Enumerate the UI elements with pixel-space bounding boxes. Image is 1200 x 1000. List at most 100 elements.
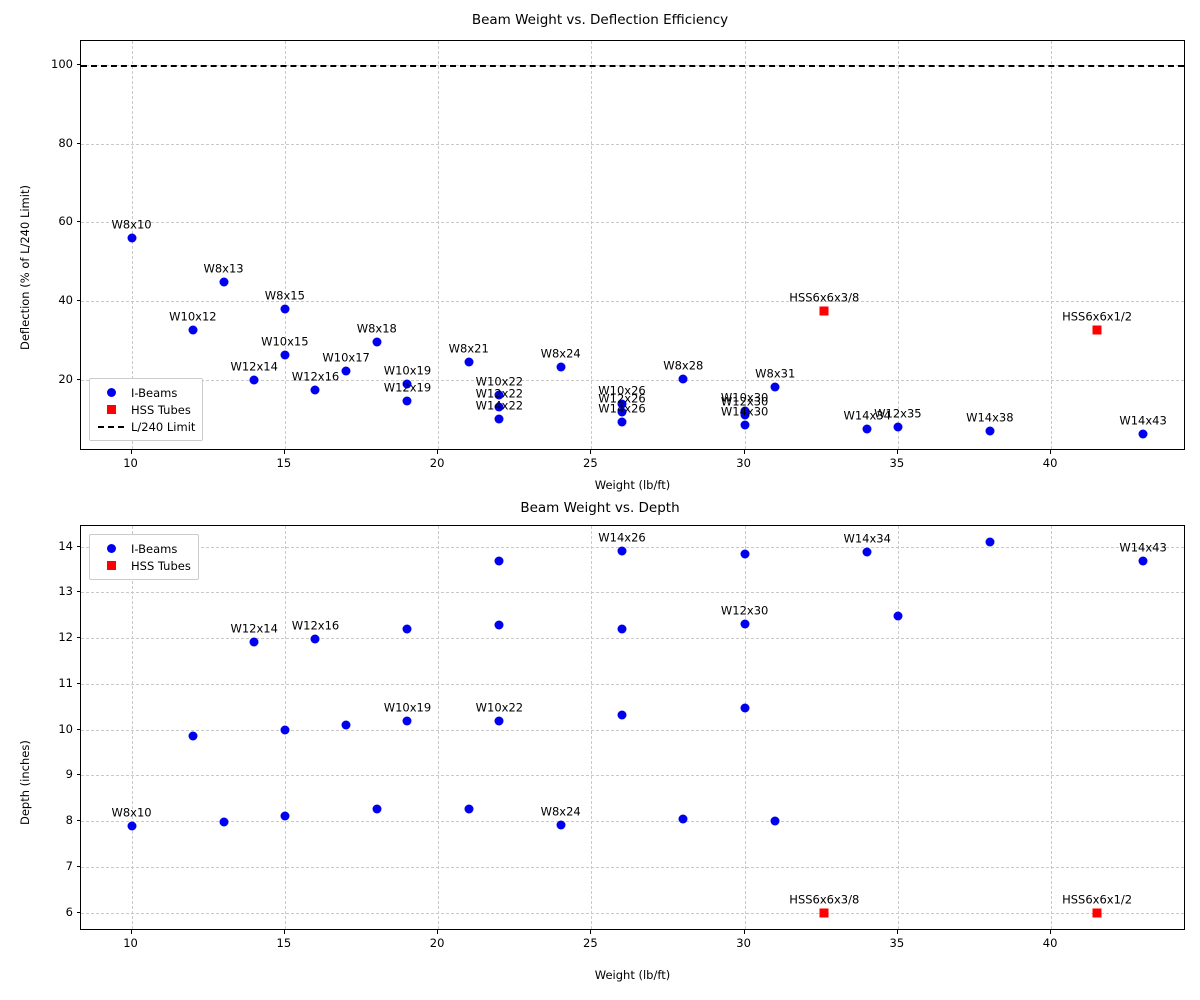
chart-legend[interactable]: I-Beams HSS Tubes L/240 Limit — [89, 378, 204, 441]
chart-legend[interactable]: I-Beams HSS Tubes — [89, 534, 199, 580]
data-point-ibeam[interactable] — [617, 407, 627, 417]
y-axis-label-deflection: Deflection (% of L/240 Limit) — [18, 185, 32, 350]
x-tick-mark — [130, 930, 132, 934]
data-point-ibeam[interactable] — [678, 814, 688, 824]
data-point-ibeam[interactable] — [494, 390, 504, 400]
data-point-ibeam[interactable] — [372, 337, 382, 347]
gridline-horizontal — [81, 821, 1184, 823]
data-point-ibeam[interactable] — [678, 374, 688, 384]
data-point-ibeam[interactable] — [280, 304, 290, 314]
data-point-label: W14x26 — [598, 530, 646, 545]
data-point-ibeam[interactable] — [494, 556, 504, 566]
data-point-ibeam[interactable] — [188, 325, 198, 335]
gridline-horizontal — [81, 546, 1184, 548]
legend-item[interactable]: I-Beams — [96, 540, 191, 557]
data-point-ibeam[interactable] — [494, 620, 504, 630]
y-tick-mark — [76, 379, 80, 381]
x-tick-mark — [437, 930, 439, 934]
data-point-ibeam[interactable] — [464, 357, 474, 367]
data-point-ibeam[interactable] — [402, 624, 412, 634]
legend-key — [96, 544, 126, 553]
legend-square-icon — [106, 561, 116, 570]
y-tick-mark — [76, 911, 80, 913]
data-point-ibeam[interactable] — [556, 362, 566, 372]
data-point-ibeam[interactable] — [127, 821, 137, 831]
legend-key — [96, 561, 126, 570]
data-point-ibeam[interactable] — [402, 396, 412, 406]
data-point-ibeam[interactable] — [893, 422, 903, 432]
x-tick-mark — [896, 450, 898, 454]
data-point-ibeam[interactable] — [556, 820, 566, 830]
data-point-ibeam[interactable] — [740, 549, 750, 559]
data-point-ibeam[interactable] — [249, 637, 259, 647]
data-point-ibeam[interactable] — [740, 703, 750, 713]
data-point-label: W10x17 — [322, 350, 370, 365]
legend-item[interactable]: I-Beams — [96, 384, 195, 401]
data-point-ibeam[interactable] — [617, 417, 627, 427]
data-point-ibeam[interactable] — [862, 424, 872, 434]
legend-item[interactable]: L/240 Limit — [96, 418, 195, 435]
data-point-ibeam[interactable] — [617, 546, 627, 556]
legend-item[interactable]: HSS Tubes — [96, 557, 191, 574]
data-point-ibeam[interactable] — [1138, 556, 1148, 566]
data-point-hss[interactable] — [819, 306, 829, 316]
y-tick-label: 8 — [65, 813, 73, 828]
data-point-ibeam[interactable] — [740, 420, 750, 430]
data-point-ibeam[interactable] — [617, 710, 627, 720]
data-point-hss[interactable] — [1092, 325, 1102, 335]
x-tick-mark — [743, 450, 745, 454]
y-tick-mark — [76, 774, 80, 776]
data-point-label: W14x34 — [843, 408, 891, 423]
data-point-label: W14x22 — [475, 398, 524, 413]
data-point-ibeam[interactable] — [402, 379, 412, 389]
data-point-ibeam[interactable] — [770, 382, 780, 392]
data-point-ibeam[interactable] — [862, 547, 872, 557]
data-point-ibeam[interactable] — [740, 619, 750, 629]
data-point-ibeam[interactable] — [341, 720, 351, 730]
data-point-ibeam[interactable] — [249, 375, 259, 385]
data-point-ibeam[interactable] — [372, 804, 382, 814]
data-point-ibeam[interactable] — [770, 816, 780, 826]
y-tick-mark — [76, 545, 80, 547]
data-point-ibeam[interactable] — [494, 414, 504, 424]
legend-label: I-Beams — [131, 385, 178, 400]
data-point-label: W10x22 — [475, 700, 524, 715]
data-point-ibeam[interactable] — [494, 402, 504, 412]
legend-label: HSS Tubes — [131, 402, 191, 417]
data-point-ibeam[interactable] — [310, 634, 320, 644]
legend-item[interactable]: HSS Tubes — [96, 401, 195, 418]
data-point-ibeam[interactable] — [1138, 429, 1148, 439]
data-point-ibeam[interactable] — [494, 716, 504, 726]
data-point-ibeam[interactable] — [280, 811, 290, 821]
data-point-ibeam[interactable] — [310, 385, 320, 394]
data-point-label: W10x22 — [475, 374, 524, 389]
gridline-vertical — [1051, 526, 1053, 929]
data-point-ibeam[interactable] — [280, 350, 290, 360]
y-tick-label: 9 — [65, 767, 73, 782]
y-tick-mark — [76, 682, 80, 684]
data-point-ibeam[interactable] — [341, 366, 351, 376]
data-point-label: W10x19 — [383, 700, 432, 715]
data-point-label: W12x16 — [291, 618, 340, 633]
data-point-ibeam[interactable] — [985, 426, 995, 435]
data-point-ibeam[interactable] — [617, 624, 627, 633]
y-tick-label: 20 — [58, 372, 73, 387]
data-point-label: W8x21 — [448, 341, 489, 356]
data-point-ibeam[interactable] — [402, 716, 412, 726]
y-tick-label: 6 — [65, 904, 73, 919]
data-point-hss[interactable] — [1092, 908, 1102, 918]
data-point-ibeam[interactable] — [985, 537, 995, 547]
gridline-vertical — [897, 41, 899, 449]
data-point-ibeam[interactable] — [464, 804, 474, 814]
data-point-ibeam[interactable] — [893, 611, 903, 621]
data-point-label: W8x28 — [663, 358, 704, 373]
data-point-ibeam[interactable] — [617, 399, 627, 409]
data-point-ibeam[interactable] — [219, 817, 229, 827]
data-point-ibeam[interactable] — [188, 731, 198, 741]
data-point-ibeam[interactable] — [740, 410, 750, 420]
data-point-hss[interactable] — [819, 908, 829, 918]
data-point-ibeam[interactable] — [219, 277, 229, 287]
data-point-ibeam[interactable] — [280, 725, 290, 735]
data-point-ibeam[interactable] — [127, 233, 137, 243]
